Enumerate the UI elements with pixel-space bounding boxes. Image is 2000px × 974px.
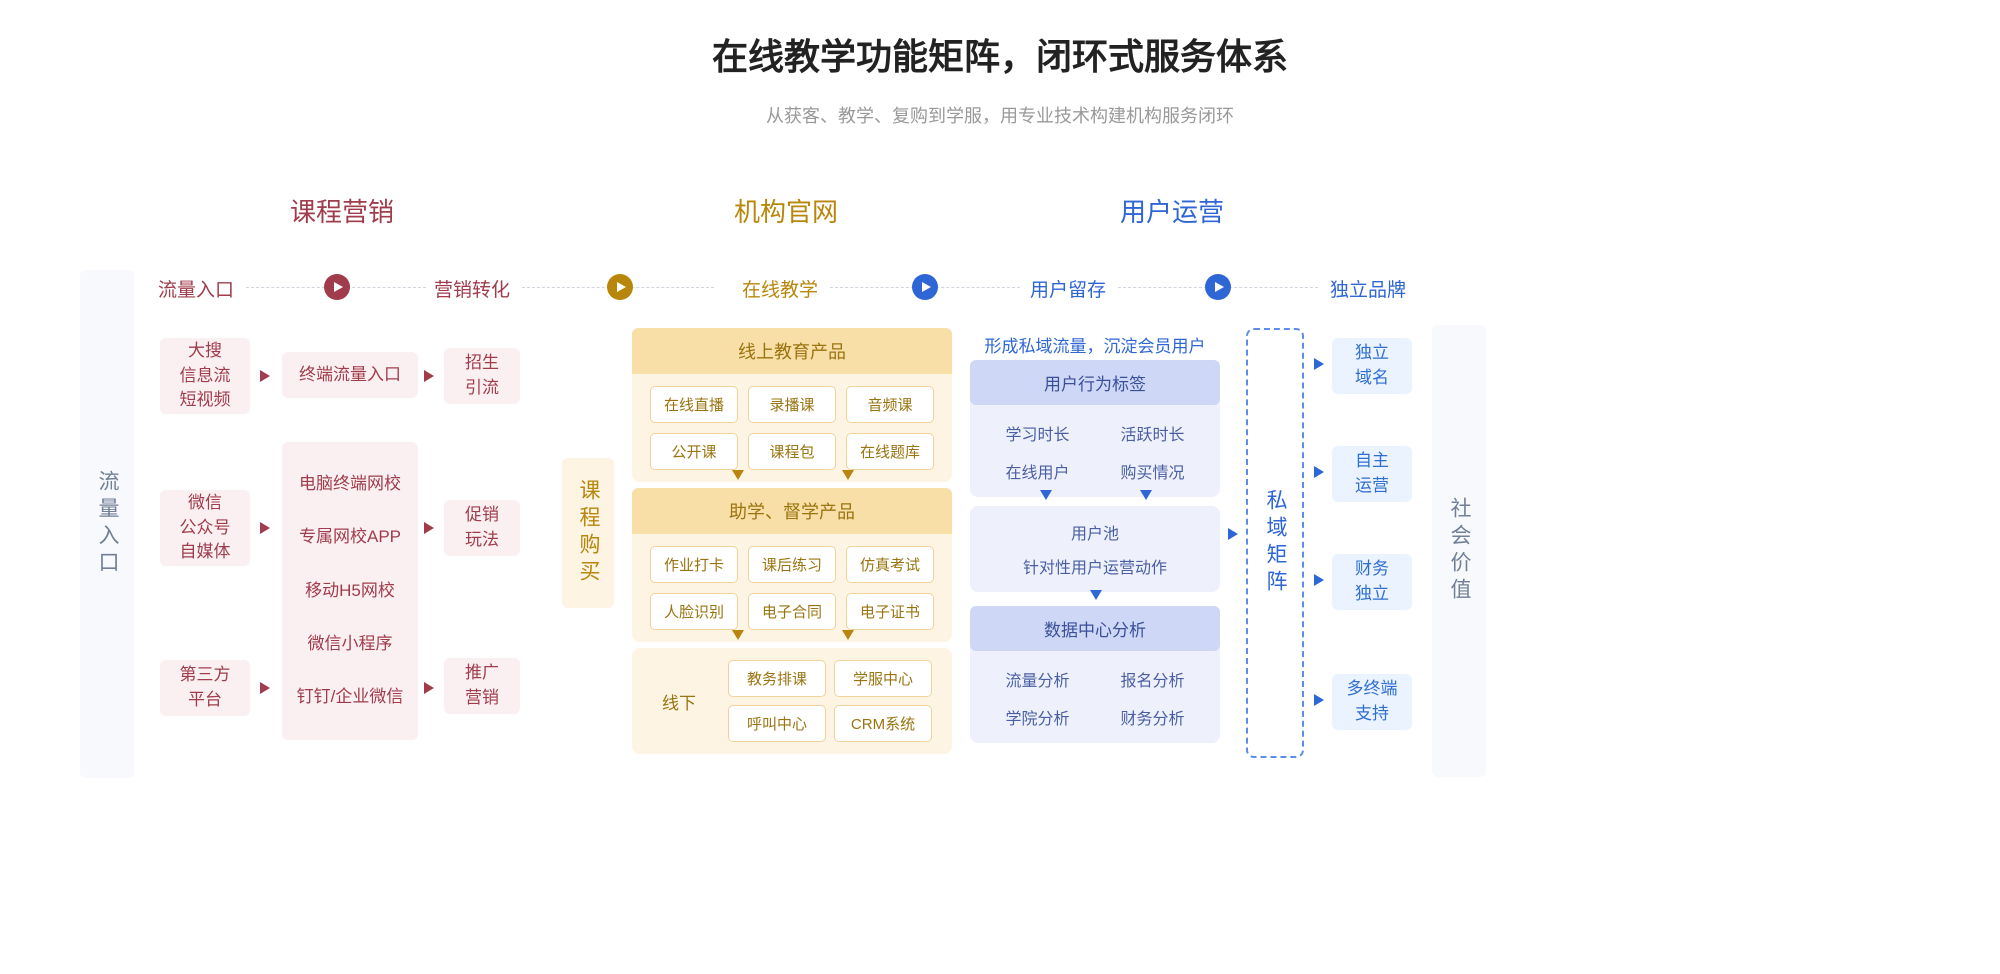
src-wechat: 微信公众号自媒体 [160,490,250,566]
panel-title: 用户行为标签 [970,360,1220,405]
sub-traffic: 流量入口 [158,275,234,302]
arrow-right-icon [1314,358,1324,370]
metric-item: 购买情况 [1105,459,1200,483]
panel-online-products: 线上教育产品 在线直播录播课音频课公开课课程包在线题库 [632,328,952,482]
chip-item: 电子合同 [748,593,836,630]
arrow-right-icon [260,370,270,382]
chip-item: 电子证书 [846,593,934,630]
arrow-down-icon [1090,590,1102,600]
conv-recruit: 招生引流 [444,348,520,404]
offline-label: 线下 [644,689,714,714]
brand-domain: 独立域名 [1332,338,1412,394]
conv-promo: 促销玩法 [444,500,520,556]
play-arrow-icon [607,274,633,300]
sub-convert: 营销转化 [434,275,510,302]
uop-note: 形成私域流量，沉淀会员用户 [965,332,1225,357]
arrow-down-icon [732,470,744,480]
sub-retain: 用户留存 [1030,275,1106,302]
arrow-right-icon [1314,574,1324,586]
chip-item: 教务排课 [728,660,826,697]
arrow-right-icon [260,682,270,694]
section-marketing: 课程营销 [290,192,394,229]
metric-item: 财务分析 [1105,705,1200,729]
brand-self: 自主运营 [1332,446,1412,502]
chip-item: 课后练习 [748,546,836,583]
panel-title: 助学、督学产品 [632,488,952,534]
panel-title: 数据中心分析 [970,606,1220,651]
arrow-down-icon [732,630,744,640]
page-subtitle: 从获客、教学、复购到学服，用专业技术构建机构服务闭环 [0,102,2000,128]
panel-body: 学习时长活跃时长在线用户购买情况 [970,405,1220,497]
panel-user-tags: 用户行为标签 学习时长活跃时长在线用户购买情况 [970,360,1220,497]
uop-pool: 用户池 [978,520,1212,544]
metric-item: 报名分析 [1105,667,1200,691]
arrow-down-icon [1140,490,1152,500]
arrow-right-icon [1314,694,1324,706]
uop-action: 针对性用户运营动作 [978,554,1212,578]
chip-item: 学服中心 [834,660,932,697]
metric-item: 在线用户 [990,459,1085,483]
arrow-down-icon [842,470,854,480]
panel-data-center: 数据中心分析 流量分析报名分析学院分析财务分析 [970,606,1220,743]
panel-body: 流量分析报名分析学院分析财务分析 [970,651,1220,743]
chan-list: 电脑终端网校 专属网校APP 移动H5网校 微信小程序 钉钉/企业微信 [282,442,418,740]
metric-item: 活跃时长 [1105,421,1200,445]
chan-h5: 移动H5网校 [305,579,395,604]
panel-body: 作业打卡课后练习仿真考试人脸识别电子合同电子证书 [632,534,952,642]
arrow-right-icon [1228,528,1238,540]
pill-private-matrix: 私域矩阵 [1246,328,1304,758]
play-arrow-icon [324,274,350,300]
brand-terminal: 多终端支持 [1332,674,1412,730]
arrow-right-icon [424,522,434,534]
panel-study-products: 助学、督学产品 作业打卡课后练习仿真考试人脸识别电子合同电子证书 [632,488,952,642]
arrow-right-icon [260,522,270,534]
chip-item: 录播课 [748,386,836,423]
src-search: 大搜信息流短视频 [160,338,250,414]
sub-teaching: 在线教学 [742,275,818,302]
play-arrow-icon [912,274,938,300]
page-title: 在线教学功能矩阵，闭环式服务体系 [0,0,2000,80]
chan-app: 专属网校APP [299,525,401,550]
metric-item: 学院分析 [990,705,1085,729]
chip-item: 作业打卡 [650,546,738,583]
panel-user-pool: 用户池 针对性用户运营动作 [970,506,1220,592]
chip-item: 音频课 [846,386,934,423]
arrow-right-icon [424,682,434,694]
section-userops: 用户运营 [1120,192,1224,229]
pill-social-value: 社会价值 [1432,325,1486,777]
metric-item: 学习时长 [990,421,1085,445]
arrow-down-icon [1040,490,1052,500]
pill-traffic-entry: 流量入口 [80,270,134,778]
chan-pc: 电脑终端网校 [299,472,401,497]
chip-item: 公开课 [650,433,738,470]
panel-body: 在线直播录播课音频课公开课课程包在线题库 [632,374,952,482]
chan-miniprogram: 微信小程序 [308,632,393,657]
chip-item: 人脸识别 [650,593,738,630]
panel-title: 线上教育产品 [632,328,952,374]
metric-item: 流量分析 [990,667,1085,691]
chan-terminal: 终端流量入口 [282,352,418,398]
chip-item: 仿真考试 [846,546,934,583]
chip-item: CRM系统 [834,705,932,742]
conv-spread: 推广营销 [444,658,520,714]
chip-item: 呼叫中心 [728,705,826,742]
brand-finance: 财务独立 [1332,554,1412,610]
offline-grid: 教务排课学服中心呼叫中心CRM系统 [728,660,932,742]
pill-course-purchase: 课程购买 [562,458,614,608]
arrow-right-icon [424,370,434,382]
section-website: 机构官网 [734,192,838,229]
chip-item: 在线直播 [650,386,738,423]
chip-item: 在线题库 [846,433,934,470]
sub-brand: 独立品牌 [1330,275,1406,302]
arrow-right-icon [1314,466,1324,478]
src-thirdparty: 第三方平台 [160,660,250,716]
panel-offline: 线下 教务排课学服中心呼叫中心CRM系统 [632,648,952,754]
chip-item: 课程包 [748,433,836,470]
arrow-down-icon [842,630,854,640]
play-arrow-icon [1205,274,1231,300]
chan-dingtalk: 钉钉/企业微信 [297,685,404,710]
